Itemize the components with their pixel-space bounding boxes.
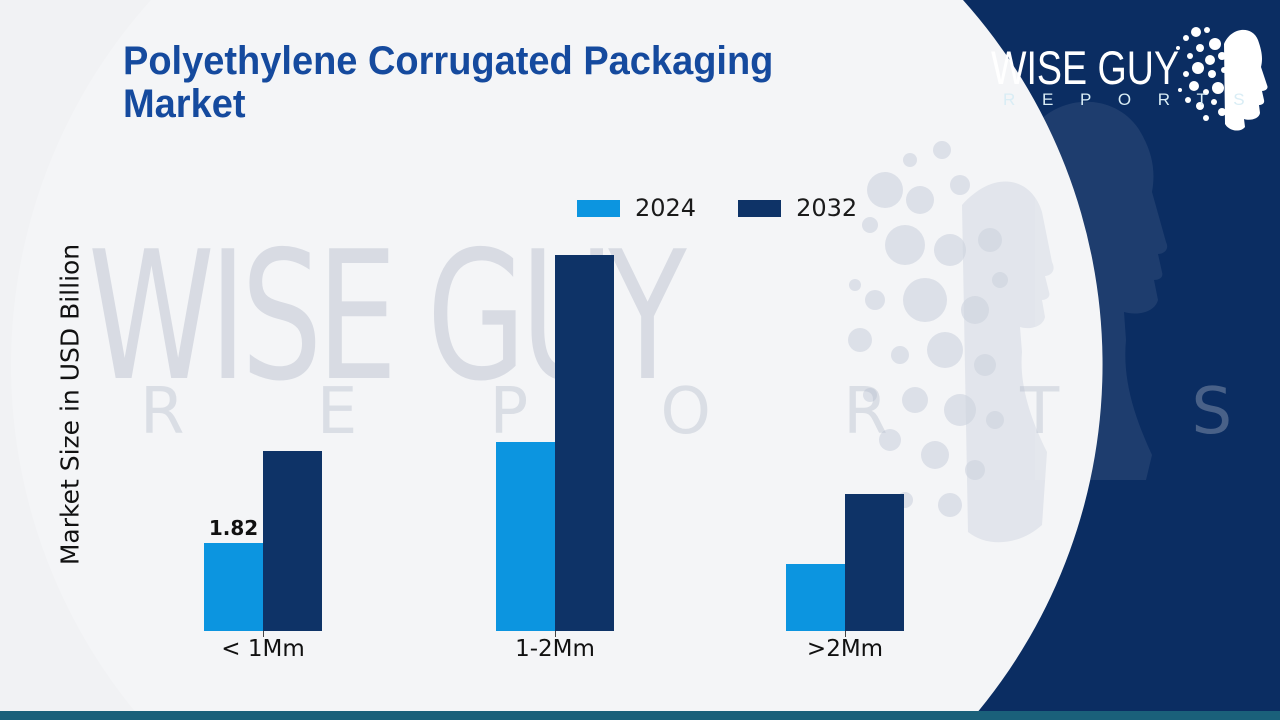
bar-2024-2	[496, 442, 555, 631]
x-axis-tick	[555, 631, 556, 637]
bar-2032-3	[845, 494, 904, 631]
logo-brand-text: WISE GUY	[991, 41, 1180, 94]
page-title: Polyethylene Corrugated Packaging Market	[123, 39, 774, 127]
x-tick-label: 1-2Mm	[515, 636, 595, 662]
legend-item-2032: 2032	[738, 194, 857, 222]
logo-face-icon	[1224, 29, 1268, 131]
legend-swatch-2024	[577, 199, 620, 217]
y-axis-label: Market Size in USD Billion	[55, 243, 85, 566]
watermark-dots	[848, 141, 1008, 517]
watermark-sub-text: R E P O R T S	[140, 375, 1280, 449]
x-tick-label: < 1Mm	[221, 636, 305, 662]
x-axis-tick	[845, 631, 846, 637]
legend-label-2024: 2024	[635, 194, 697, 222]
logo-sub-text: R E P O R T S	[1003, 90, 1256, 109]
legend-item-2024: 2024	[577, 194, 696, 222]
legend-swatch-2032	[738, 199, 782, 217]
x-tick-label: >2Mm	[806, 636, 884, 662]
navy-side-panel	[963, 0, 1280, 720]
bar-2024-1	[204, 543, 263, 631]
bar-value-label: 1.82	[208, 516, 259, 540]
x-axis-tick	[263, 631, 264, 637]
legend-label-2032: 2032	[796, 194, 858, 222]
bar-2032-1	[263, 451, 322, 631]
bar-2024-3	[786, 564, 845, 631]
navy-face-silhouette	[1035, 101, 1168, 480]
watermark-face-silhouette	[962, 181, 1054, 543]
bar-2032-2	[555, 255, 614, 631]
logo-dots	[1176, 27, 1227, 121]
bottom-accent-strip	[0, 711, 1280, 720]
chart-legend: 2024 2032	[577, 194, 857, 222]
